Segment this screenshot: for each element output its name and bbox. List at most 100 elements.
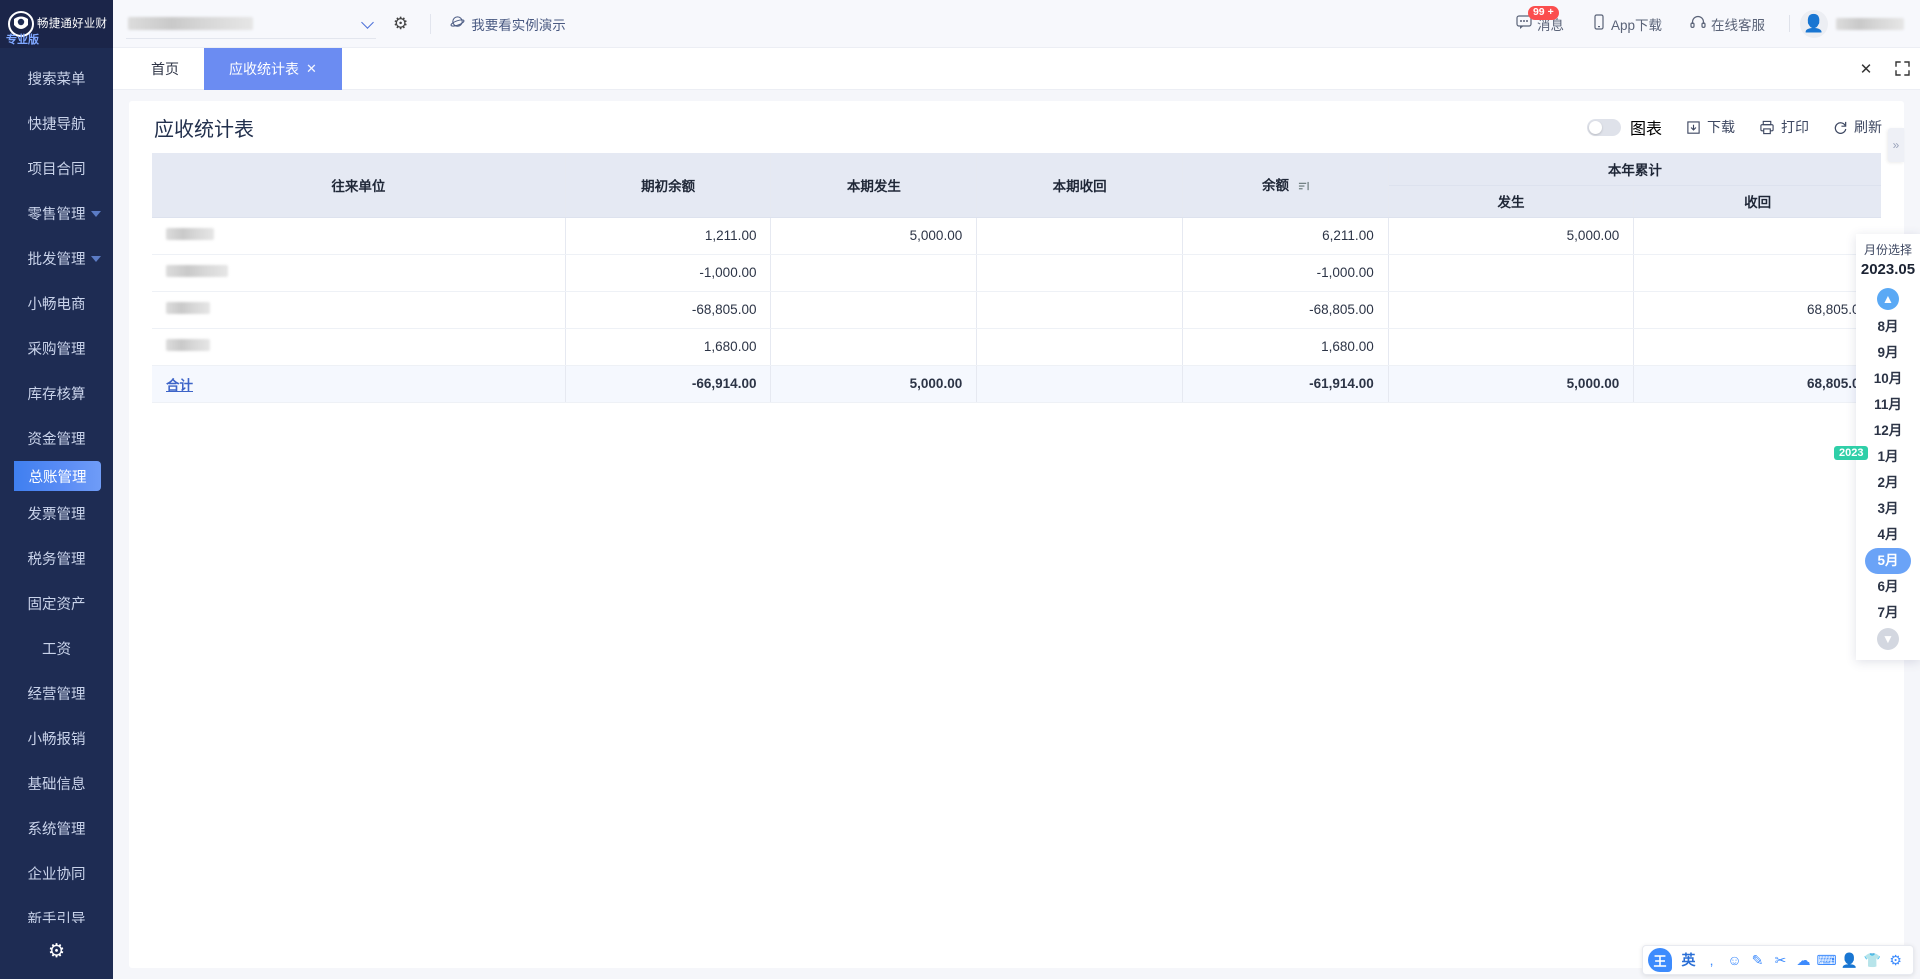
total-link[interactable]: 合计: [166, 377, 193, 393]
chevron-down-icon[interactable]: [91, 255, 101, 262]
ime-keyboard-icon[interactable]: ⌨: [1816, 951, 1837, 968]
sidebar-item-7[interactable]: 库存核算: [0, 371, 113, 416]
month-item-4[interactable]: 12月: [1873, 423, 1903, 438]
col-header-unit[interactable]: 往来单位: [152, 153, 566, 218]
month-item-6[interactable]: 2月: [1877, 475, 1899, 490]
ime-user-icon[interactable]: 👤: [1840, 951, 1859, 968]
brand-header: 畅捷通好业财 专业版: [0, 0, 113, 48]
sidebar-item-0[interactable]: 搜索菜单: [0, 56, 113, 101]
sidebar-item-label: 基础信息: [27, 777, 86, 793]
sidebar-menu: 搜索菜单快捷导航项目合同零售管理 批发管理 小畅电商 采购管理 库存核算 资金管理 总账管理…: [0, 48, 113, 923]
month-selector-title: 月份选择: [1863, 243, 1912, 257]
cell-ytd_occur: 5,000.00: [1388, 217, 1635, 255]
fullscreen-icon[interactable]: [1884, 48, 1920, 90]
sidebar-item-label: 快捷导航: [27, 117, 86, 133]
sidebar-item-16[interactable]: 基础信息: [0, 761, 113, 806]
chevron-down-icon[interactable]: ▼: [1877, 628, 1899, 650]
sidebar-item-2[interactable]: 项目合同: [0, 146, 113, 191]
close-icon[interactable]: ✕: [1859, 60, 1873, 78]
month-item-10[interactable]: 6月: [1877, 579, 1899, 594]
demo-link[interactable]: 我要看实例演示: [450, 14, 566, 34]
cell-ytd_recover: [1633, 254, 1881, 292]
month-item-3[interactable]: 11月: [1874, 397, 1902, 412]
org-select[interactable]: [126, 9, 376, 39]
col-header-recovered[interactable]: 本期收回: [976, 153, 1183, 218]
table-row[interactable]: -1,000.00 -1,000.00: [152, 254, 1881, 292]
chevron-down-icon[interactable]: [361, 15, 374, 29]
cell-ytd_occur: [1388, 291, 1635, 329]
ime-scissors-icon[interactable]: ✂: [1774, 951, 1787, 968]
sidebar-item-6[interactable]: 采购管理: [0, 326, 113, 371]
sidebar-item-8[interactable]: 资金管理: [0, 416, 113, 461]
sidebar-item-label: 企业协同: [27, 867, 86, 883]
col-header-balance[interactable]: 余额: [1182, 153, 1389, 218]
sidebar-item-17[interactable]: 系统管理: [0, 806, 113, 851]
table-row[interactable]: 1,680.00 1,680.00: [152, 328, 1881, 366]
sidebar-item-14[interactable]: 经营管理: [0, 671, 113, 716]
month-item-2[interactable]: 10月: [1873, 371, 1903, 386]
download-button[interactable]: 下载: [1686, 117, 1735, 137]
month-item-0[interactable]: 8月: [1877, 319, 1899, 334]
chevron-double-right-icon[interactable]: »: [1888, 128, 1904, 162]
sidebar-item-1[interactable]: 快捷导航: [0, 101, 113, 146]
table-row[interactable]: -68,805.00 -68,805.00 68,805.00: [152, 291, 1881, 329]
print-button[interactable]: 打印: [1759, 117, 1809, 137]
month-item-7[interactable]: 3月: [1877, 501, 1899, 516]
app-download-button[interactable]: App下载: [1578, 14, 1676, 34]
table-row[interactable]: 1,211.00 5,000.00 6,211.00 5,000.00: [152, 217, 1881, 255]
month-list: 8月 9月 10月 11月 12月 1月 2月 3月 4月 5月 6月 7月: [1865, 314, 1911, 626]
ime-skin-icon[interactable]: 👕: [1863, 951, 1882, 968]
tab-home[interactable]: 首页: [126, 48, 204, 90]
month-item-9[interactable]: 5月: [1865, 548, 1911, 574]
avatar[interactable]: 👤: [1800, 9, 1828, 38]
month-item-1[interactable]: 9月: [1877, 345, 1899, 360]
col-header-ytd-recovered[interactable]: 收回: [1633, 185, 1881, 218]
month-selector-panel: 月份选择 2023.05 ▲ 8月 9月 10月 11月 12月 1月 2月 3月 4月 5月 6月…: [1834, 234, 1920, 660]
sidebar-item-11[interactable]: 税务管理: [0, 536, 113, 581]
sidebar-item-9[interactable]: 总账管理: [14, 461, 101, 491]
ime-emoji-icon[interactable]: ☺: [1727, 952, 1742, 968]
col-header-ytd-occurred[interactable]: 发生: [1388, 185, 1635, 218]
col-header-occurred[interactable]: 本期发生: [770, 153, 978, 218]
gear-icon[interactable]: ⚙: [47, 940, 66, 962]
sidebar-item-13[interactable]: 工资: [0, 626, 113, 671]
sidebar-item-15[interactable]: 小畅报销: [0, 716, 113, 761]
ime-settings-icon[interactable]: ⚙: [1889, 951, 1902, 968]
sidebar-item-19[interactable]: 新手引导: [0, 896, 113, 923]
page-title: 应收统计表: [154, 118, 254, 141]
messages-badge: 99 +: [1527, 5, 1559, 21]
sidebar-item-18[interactable]: 企业协同: [0, 851, 113, 896]
chevron-up-icon[interactable]: ▲: [1877, 288, 1899, 310]
messages-button[interactable]: 消息 99 +: [1502, 5, 1578, 34]
online-service-button[interactable]: 在线客服: [1676, 14, 1779, 34]
chevron-down-icon[interactable]: [91, 210, 101, 217]
ime-lang-en[interactable]: 英: [1681, 952, 1696, 968]
sidebar-item-label: 小畅报销: [27, 732, 86, 748]
close-icon[interactable]: ✕: [306, 60, 317, 76]
sidebar-item-5[interactable]: 小畅电商: [0, 281, 113, 326]
cell-recovered: [976, 254, 1183, 292]
chart-toggle[interactable]: [1586, 118, 1621, 136]
refresh-button[interactable]: 刷新: [1833, 117, 1882, 137]
cell-balance: 6,211.00: [1182, 217, 1389, 255]
sort-filter-icon[interactable]: [1298, 180, 1309, 195]
sidebar-item-label: 项目合同: [27, 162, 86, 178]
ime-punctuation-icon[interactable]: ‚: [1709, 952, 1714, 968]
ime-logo-icon[interactable]: 王: [1648, 948, 1672, 972]
month-item-5[interactable]: 1月: [1877, 449, 1899, 464]
col-header-opening[interactable]: 期初余额: [565, 153, 772, 218]
month-item-8[interactable]: 4月: [1877, 527, 1899, 542]
tab-receivable-report[interactable]: 应收统计表 ✕: [204, 47, 342, 90]
gear-icon[interactable]: ⚙: [393, 14, 409, 33]
sidebar-item-10[interactable]: 发票管理: [0, 491, 113, 536]
cell-balance: -68,805.00: [1182, 291, 1389, 329]
topbar: ⚙ 我要看实例演示: [113, 0, 1920, 48]
sidebar-item-12[interactable]: 固定资产: [0, 581, 113, 626]
ime-pen-icon[interactable]: ✎: [1751, 951, 1764, 968]
month-item-11[interactable]: 7月: [1877, 605, 1899, 620]
ime-cloud-icon[interactable]: ☁: [1796, 951, 1811, 968]
print-label: 打印: [1781, 119, 1809, 135]
sidebar-item-4[interactable]: 批发管理: [0, 236, 113, 281]
cell-occurred: [770, 291, 978, 329]
sidebar-item-3[interactable]: 零售管理: [0, 191, 113, 236]
